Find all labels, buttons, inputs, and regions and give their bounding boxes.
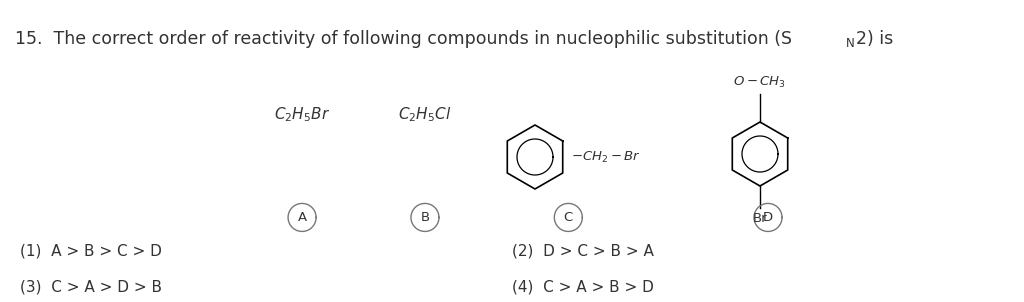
Text: 2) is: 2) is (856, 30, 893, 48)
Text: $C_2H_5Cl$: $C_2H_5Cl$ (398, 105, 452, 124)
Text: C: C (563, 211, 573, 224)
Text: N: N (846, 37, 855, 50)
Text: $-CH_2-Br$: $-CH_2-Br$ (571, 149, 641, 165)
Text: (2)  D > C > B > A: (2) D > C > B > A (512, 243, 654, 258)
Text: D: D (763, 211, 773, 224)
Text: (1)  A > B > C > D: (1) A > B > C > D (20, 243, 163, 258)
Text: (3)  C > A > D > B: (3) C > A > D > B (20, 279, 163, 294)
Text: Br: Br (753, 212, 767, 225)
Text: $C_2H_5Br$: $C_2H_5Br$ (274, 105, 330, 124)
Text: B: B (421, 211, 429, 224)
Text: (4)  C > A > B > D: (4) C > A > B > D (512, 279, 654, 294)
Text: A: A (298, 211, 306, 224)
Text: $O-CH_3$: $O-CH_3$ (733, 75, 786, 90)
Text: 15.  The correct order of reactivity of following compounds in nucleophilic subs: 15. The correct order of reactivity of f… (15, 30, 793, 48)
